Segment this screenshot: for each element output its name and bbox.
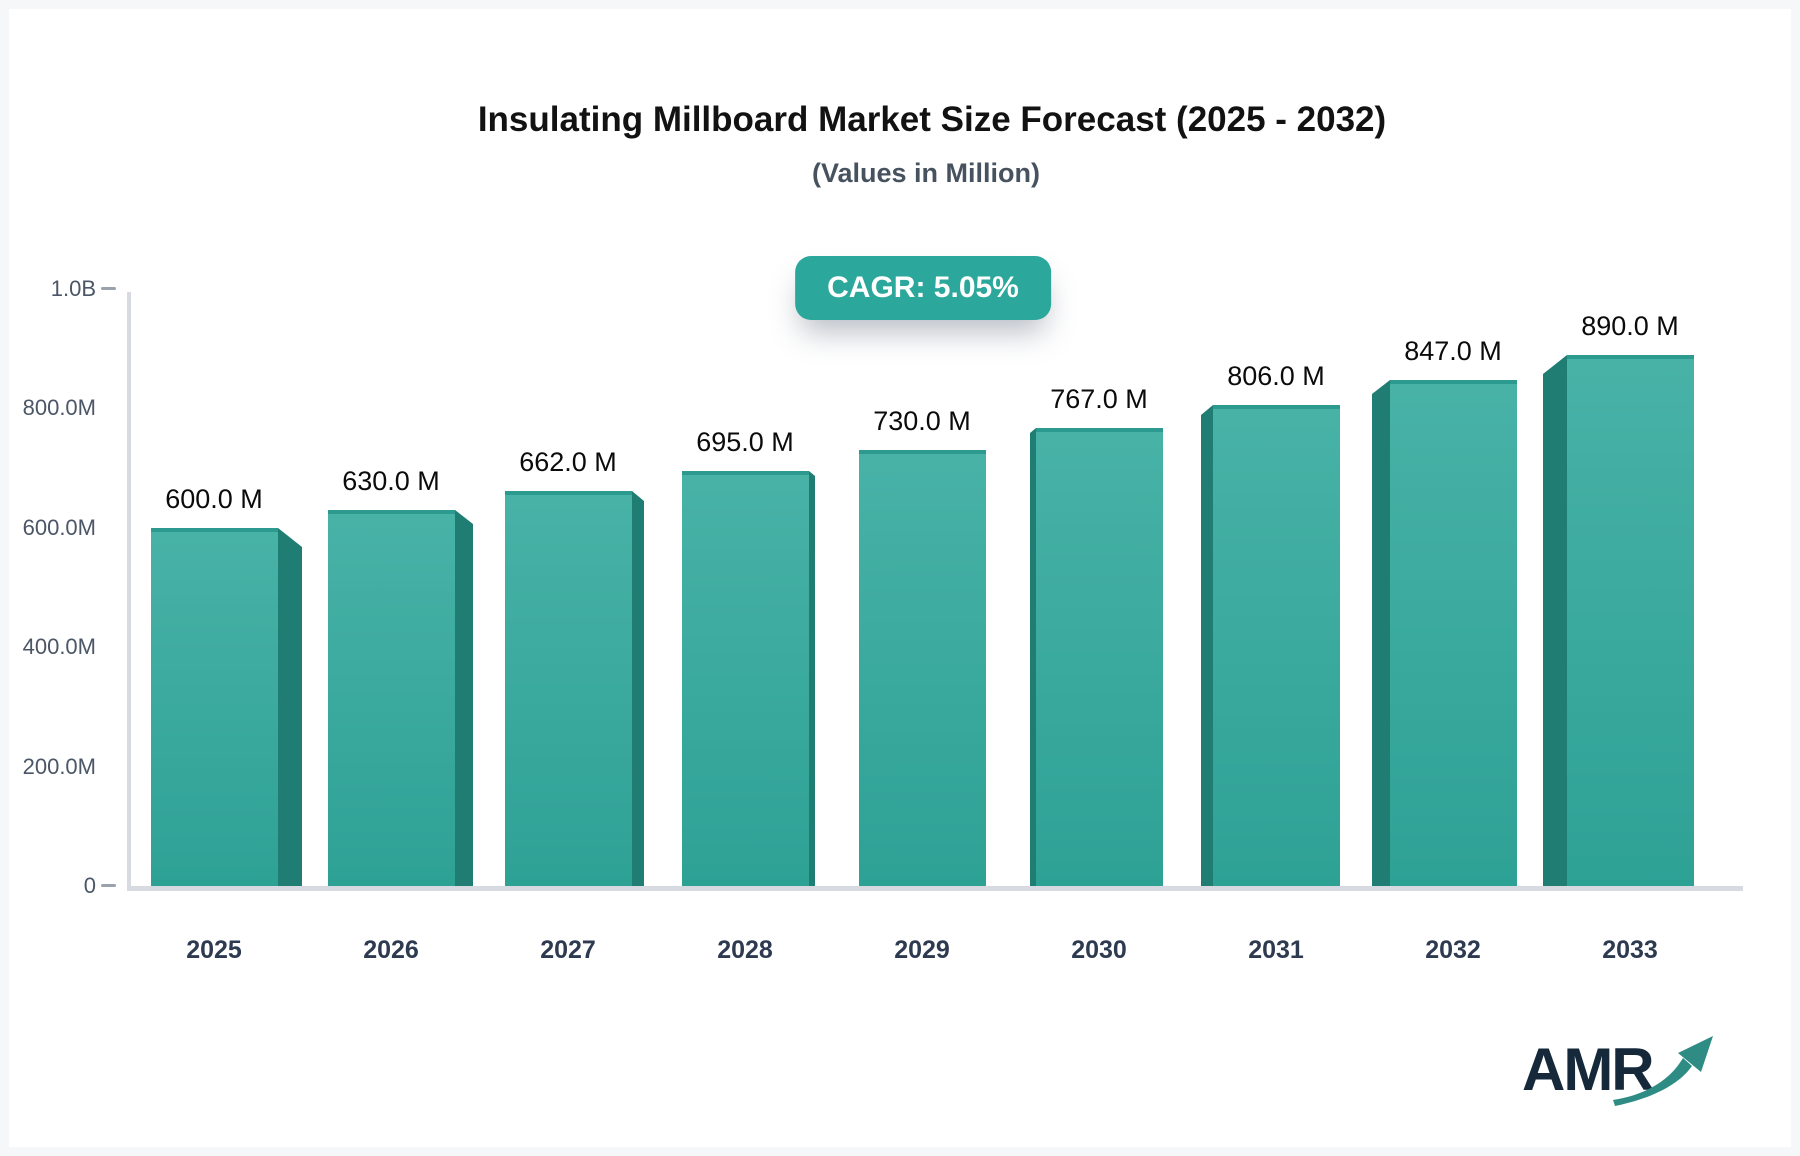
amr-logo-arrow-swoosh [1613, 1058, 1692, 1106]
bar-value-label-2030: 767.0 M [1050, 384, 1148, 414]
cagr-label: CAGR: 5.05% [827, 271, 1019, 304]
x-axis-label-2029: 2029 [894, 936, 950, 964]
y-axis-line [127, 292, 131, 886]
bar-value-label-2025: 600.0 M [165, 484, 263, 514]
bar-value-label-2031: 806.0 M [1227, 361, 1325, 391]
x-axis-label-2032: 2032 [1425, 936, 1481, 964]
x-axis-label-2028: 2028 [717, 936, 773, 964]
bar-value-label-2029: 730.0 M [873, 406, 971, 436]
x-axis-label-2027: 2027 [540, 936, 596, 964]
bar-2029 [859, 450, 986, 886]
bar-3d-side-2027 [632, 491, 644, 886]
bar-2028 [682, 471, 809, 886]
x-axis-label-2025: 2025 [186, 936, 242, 964]
bar-2027 [505, 491, 632, 886]
bar-2031 [1213, 405, 1340, 886]
y-tick-mark-1.0B [101, 287, 116, 290]
bar-3d-side-2025 [278, 528, 302, 886]
bar-value-label-2033: 890.0 M [1581, 311, 1679, 341]
x-axis-label-2031: 2031 [1248, 936, 1304, 964]
bar-value-label-2032: 847.0 M [1404, 336, 1502, 366]
y-tick-label-200.0M: 200.0M [22, 753, 96, 779]
x-axis-label-2033: 2033 [1602, 936, 1658, 964]
y-tick-mark-0 [101, 884, 116, 887]
cagr-badge: CAGR: 5.05% [795, 256, 1051, 320]
y-tick-label-400.0M: 400.0M [22, 634, 96, 660]
chart-title: Insulating Millboard Market Size Forecas… [477, 100, 1387, 139]
bar-3d-side-2030 [1030, 428, 1036, 886]
y-tick-label-0: 0 [83, 873, 96, 898]
bar-2033 [1567, 355, 1694, 886]
bar-3d-side-2028 [809, 471, 815, 886]
bar-2030 [1036, 428, 1163, 886]
x-axis-line [127, 886, 1743, 891]
bar-value-label-2026: 630.0 M [342, 466, 440, 496]
x-axis-label-2026: 2026 [363, 936, 419, 964]
bar-2025 [151, 528, 278, 886]
bar-2026 [328, 510, 455, 886]
amr-logo-text: AMR [1522, 1036, 1654, 1103]
bar-3d-side-2032 [1372, 380, 1390, 886]
x-axis-label-2030: 2030 [1071, 936, 1127, 964]
bar-3d-side-2031 [1201, 405, 1213, 886]
bar-value-label-2027: 662.0 M [519, 447, 617, 477]
y-tick-label-600.0M: 600.0M [22, 514, 96, 540]
y-tick-label-800.0M: 800.0M [22, 395, 96, 421]
chart-subtitle: (Values in Million) [811, 158, 1041, 188]
bar-value-label-2028: 695.0 M [696, 427, 794, 457]
y-tick-label-1.0B: 1.0B [50, 276, 96, 301]
amr-logo-arrow-head [1678, 1036, 1713, 1072]
amr-logo: AMR [1522, 1036, 1713, 1106]
bar-2032 [1390, 380, 1517, 886]
bar-3d-side-2033 [1543, 355, 1567, 886]
bar-3d-side-2026 [455, 510, 473, 886]
